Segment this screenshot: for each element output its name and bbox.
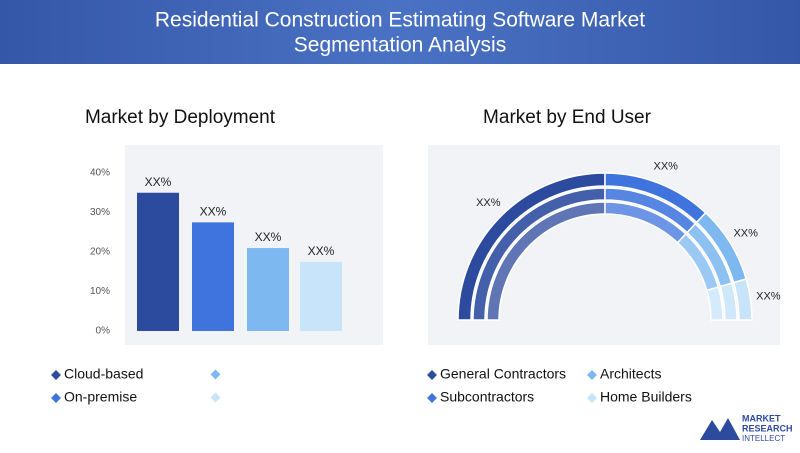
header-title: Segmentation Analysis bbox=[294, 34, 506, 57]
bar bbox=[137, 192, 179, 331]
legend-marker bbox=[51, 370, 61, 380]
legend-marker bbox=[51, 393, 61, 403]
legend-label: Home Builders bbox=[600, 389, 692, 405]
logo-icon bbox=[700, 418, 740, 440]
donut-segment bbox=[719, 282, 738, 321]
data-label: XX% bbox=[654, 160, 679, 172]
legend-label: Cloud-based bbox=[64, 366, 143, 382]
data-label: XX% bbox=[733, 228, 758, 240]
data-label: XX% bbox=[308, 244, 335, 258]
logo-text: INTELLECT bbox=[742, 434, 785, 443]
data-label: XX% bbox=[145, 175, 172, 189]
y-tick-label: 20% bbox=[90, 247, 110, 258]
legend-marker bbox=[587, 393, 597, 403]
y-tick-label: 40% bbox=[90, 168, 110, 179]
data-label: XX% bbox=[200, 205, 227, 219]
logo: MARKET RESEARCH INTELLECT bbox=[700, 413, 793, 443]
panel-title: Market by Deployment bbox=[85, 107, 276, 128]
legend-marker bbox=[210, 369, 221, 380]
header-title: Residential Construction Estimating Soft… bbox=[155, 9, 645, 32]
donut-segment bbox=[705, 286, 724, 321]
bar bbox=[247, 248, 289, 331]
legend-label: On-premise bbox=[64, 389, 137, 405]
legend-marker bbox=[427, 370, 437, 380]
y-tick-label: 10% bbox=[90, 286, 110, 297]
legend-label: General Contractors bbox=[440, 366, 566, 382]
legend-marker bbox=[210, 392, 221, 403]
data-label: XX% bbox=[255, 230, 282, 244]
donut-segment bbox=[732, 278, 753, 321]
legend-label: Architects bbox=[600, 366, 661, 382]
data-label: XX% bbox=[756, 291, 781, 303]
y-tick-label: 30% bbox=[90, 207, 110, 218]
data-label: XX% bbox=[476, 197, 501, 209]
bar bbox=[300, 261, 342, 331]
legend-label: Subcontractors bbox=[440, 389, 534, 405]
header-band bbox=[0, 0, 800, 64]
bar bbox=[192, 222, 234, 331]
logo-text: MARKET bbox=[742, 413, 781, 423]
panel-title: Market by End User bbox=[483, 107, 652, 128]
legend-marker bbox=[587, 370, 597, 380]
legend-marker bbox=[427, 393, 437, 403]
y-tick-label: 0% bbox=[96, 326, 111, 337]
logo-text: RESEARCH bbox=[742, 423, 793, 433]
